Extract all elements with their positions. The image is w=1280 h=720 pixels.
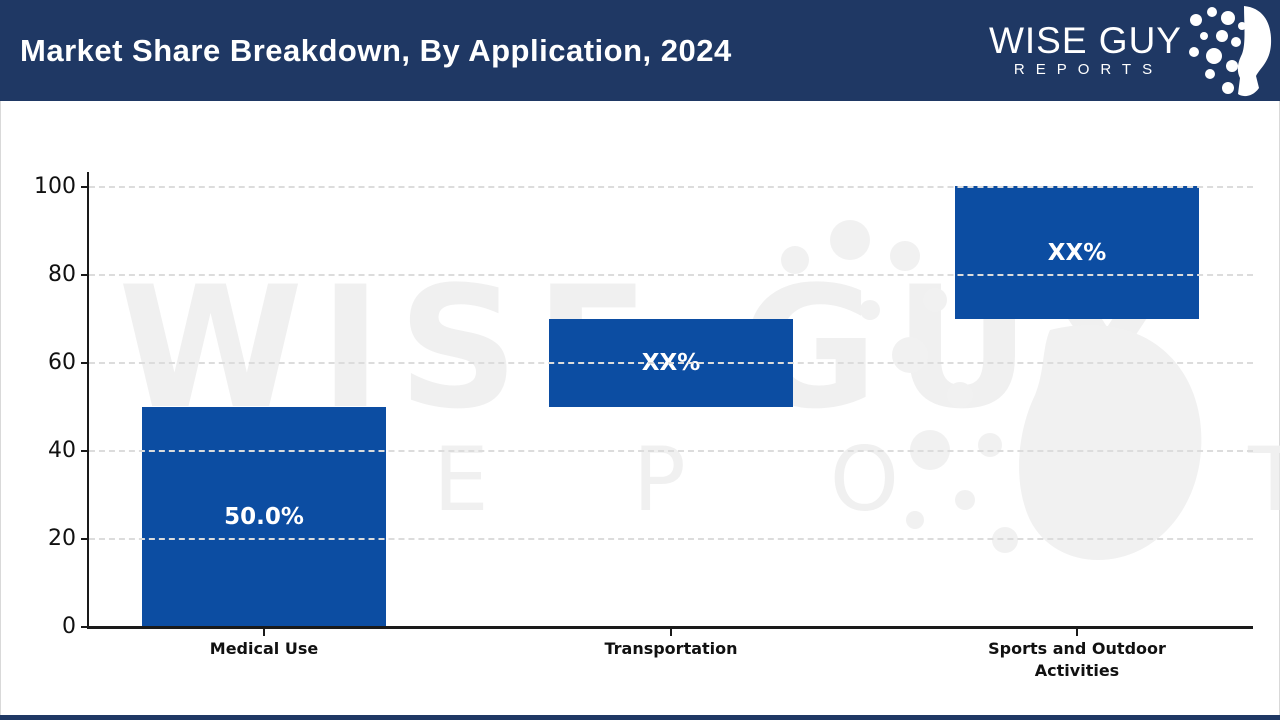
y-tick <box>81 362 88 364</box>
gridline-80 <box>89 274 1253 276</box>
chart-title: Market Share Breakdown, By Application, … <box>20 32 732 68</box>
gridline-40 <box>89 450 1253 452</box>
y-tick <box>81 450 88 452</box>
brand-name: WISE GUY <box>988 20 1182 61</box>
x-axis-line <box>87 626 1253 629</box>
gridline-20 <box>89 538 1253 540</box>
brand-subtitle: REPORTS <box>1013 61 1164 78</box>
gridline-100 <box>89 186 1253 188</box>
y-tick-label: 80 <box>48 262 76 287</box>
bar-medical-use: 50.0% <box>142 407 386 627</box>
brand-logo: WISE GUY REPORTS <box>989 0 1272 101</box>
y-tick-label: 40 <box>48 438 76 463</box>
y-tick <box>81 274 88 276</box>
y-tick-label: 20 <box>48 526 76 551</box>
y-tick-label: 100 <box>34 174 76 199</box>
y-tick <box>81 538 88 540</box>
bar-value-label: XX% <box>1047 239 1107 266</box>
y-tick-label: 60 <box>48 350 76 375</box>
x-tick-label-medical-use: Medical Use <box>209 639 319 658</box>
x-tick <box>1076 629 1078 636</box>
x-tick-label-sports-outdoor: Sports and Outdoor Activities <box>988 639 1166 680</box>
bar-value-label: 50.0% <box>224 504 304 530</box>
y-axis-line <box>87 172 89 628</box>
face-profile-icon <box>1189 5 1272 96</box>
y-tick <box>81 186 88 188</box>
x-tick <box>263 629 265 636</box>
gridline-60 <box>89 362 1253 364</box>
bar-sports-outdoor: XX% <box>955 186 1199 319</box>
x-tick-label-transportation: Transportation <box>604 639 738 658</box>
header-banner: Market Share Breakdown, By Application, … <box>0 0 1280 101</box>
footer-strip <box>0 715 1280 720</box>
y-tick-label: 0 <box>62 614 76 639</box>
y-tick <box>81 626 88 628</box>
x-tick <box>670 629 672 636</box>
brand-logo-text: WISE GUY REPORTS <box>988 20 1182 78</box>
